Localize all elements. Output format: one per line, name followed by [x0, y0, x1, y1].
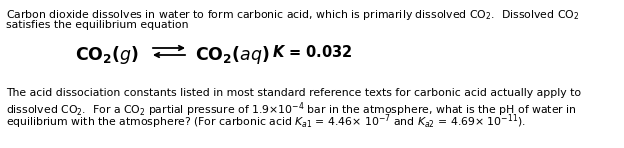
Text: dissolved CO$_2$.  For a CO$_2$ partial pressure of 1.9×10$^{-4}$ bar in the atm: dissolved CO$_2$. For a CO$_2$ partial p… [6, 100, 577, 119]
Text: $\mathbf{CO_2(}aq\mathbf{)}$: $\mathbf{CO_2(}aq\mathbf{)}$ [195, 44, 270, 66]
Text: satisfies the equilibrium equation: satisfies the equilibrium equation [6, 20, 188, 30]
Text: $\mathbf{CO_2(}g\mathbf{)}$: $\mathbf{CO_2(}g\mathbf{)}$ [75, 44, 139, 66]
Text: $\boldsymbol{K}$ = 0.032: $\boldsymbol{K}$ = 0.032 [272, 44, 353, 60]
Text: Carbon dioxide dissolves in water to form carbonic acid, which is primarily diss: Carbon dioxide dissolves in water to for… [6, 8, 579, 22]
Text: equilibrium with the atmosphere? (For carbonic acid $K_{a1}$ = 4.46× 10$^{-7}$ a: equilibrium with the atmosphere? (For ca… [6, 112, 525, 131]
Text: The acid dissociation constants listed in most standard reference texts for carb: The acid dissociation constants listed i… [6, 88, 581, 98]
